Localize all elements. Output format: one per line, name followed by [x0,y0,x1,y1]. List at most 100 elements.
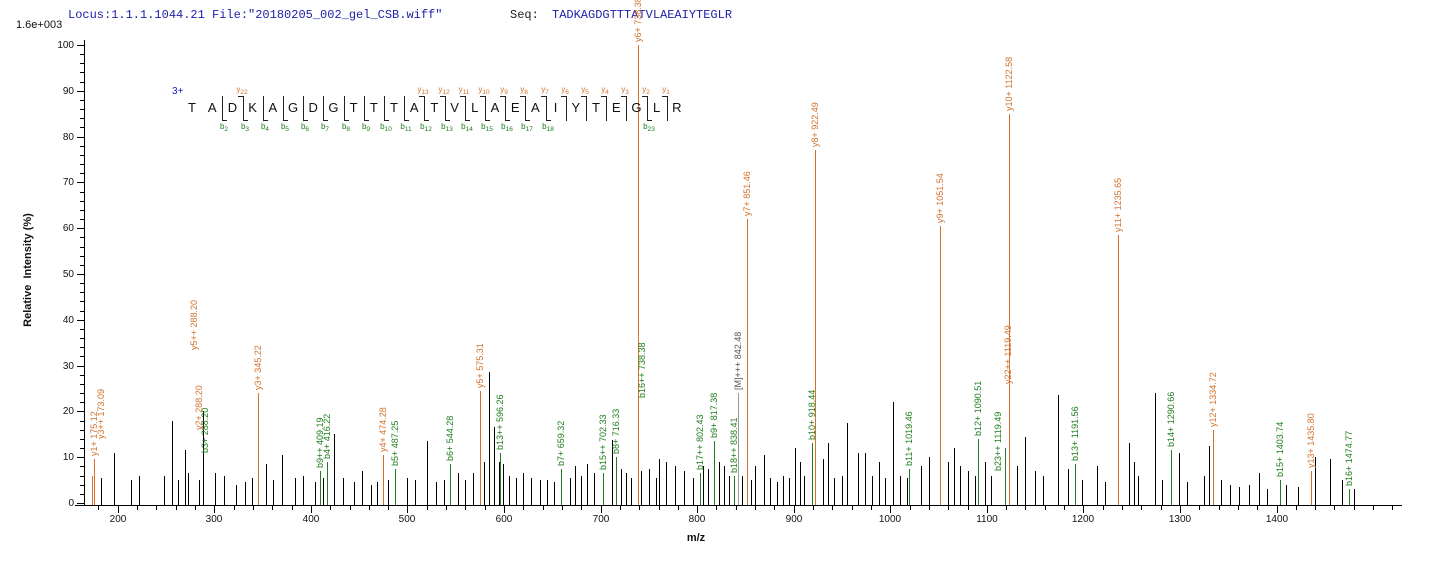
spectrum-peak [626,473,627,505]
spectrum-peak [172,421,173,505]
x-axis-tick [446,506,447,510]
x-axis-tick [214,506,215,513]
spectrum-peak [1017,466,1018,505]
y-ion-label: y11 [455,85,473,96]
spectrum-peak [616,457,617,505]
y-ion-label: y4 [596,85,614,96]
y-axis-tick [80,301,84,302]
spectrum-peak [581,476,582,505]
cleavage-line [404,96,405,121]
x-axis-tick [118,506,119,513]
spectrum-peak [872,476,873,505]
y-axis-tick-label: 20 [62,406,74,417]
spectrum-peak [719,462,720,505]
peak-label: b17++ 802.43 [695,414,705,470]
peak-label: b16+ 1474.77 [1344,430,1354,486]
spectrum-peak [858,453,859,505]
cleavage-line [344,96,345,121]
x-axis-tick [697,506,698,513]
intensity-scale-note: 1.6e+003 [16,19,63,31]
ion-label-text: y [500,85,505,94]
spectrum-peak [968,471,969,505]
spectrum-peak [1058,395,1059,505]
x-axis-tick [1083,506,1084,513]
spectrum-peak [282,455,283,505]
ion-label-text: b [441,122,446,131]
peptide-residue: T [390,100,398,115]
ion-label-text: b [501,122,506,131]
ion-label-text: b [300,122,306,131]
spectrum-peak [708,469,709,505]
spectrum-peak [900,476,901,505]
x-axis-tick [987,506,988,513]
b-ion-arm [263,120,268,121]
spectrum-peak [649,469,650,505]
spectrum-peak [907,478,908,505]
x-axis-tick-label: 1000 [878,514,902,525]
spectrum-peak [1204,476,1205,505]
x-axis-tick-label: 200 [109,514,127,525]
x-axis-tick [311,506,312,513]
spectrum-peak [587,464,588,505]
x-axis-tick [716,506,717,510]
y-axis-tick [80,439,84,440]
b-ion-label: b3 [236,122,254,133]
ion-label-text: 22 [240,89,248,96]
ion-label-text: y [662,85,667,94]
peak-label: y22++ 1119.49 [1003,325,1013,384]
ion-label-text: b [400,122,405,131]
y-axis-tick [80,384,84,385]
x-axis-tick [871,506,872,510]
spectrum-peak [1009,114,1010,505]
spectrum-peak [729,476,730,505]
x-axis-tick [948,506,949,510]
spectrum-peak [948,462,949,505]
peak-label: y10+ 1122.58 [1004,56,1014,111]
cleavage-line [364,96,365,121]
y-axis-tick-label: 100 [57,40,74,51]
y-axis-tick-label: 60 [62,223,74,234]
spectrum-peak [343,478,344,505]
ion-label-text: b [542,122,547,131]
y-axis-tick [80,118,84,119]
spectrum-peak [465,480,466,505]
ion-label-text: 5 [585,89,589,96]
b-ion-label: b6 [296,122,314,133]
b-ion-arm [424,120,429,121]
x-axis-tick [388,506,389,510]
spectrum-peak [561,469,562,505]
ion-label-text: y [561,85,566,94]
spectrum-peak [738,393,739,505]
spectrum-peak [666,462,667,505]
spectrum-peak [638,45,639,505]
ion-label-text: 23 [647,126,655,133]
y-axis-tick-label: 90 [62,86,74,97]
ion-label-text: b [260,122,266,131]
x-axis-tick-label: 1100 [976,514,998,525]
y-ion-label: y8 [515,85,533,96]
x-axis-tick [601,506,602,513]
y-ion-label: y5 [576,85,594,96]
y-axis-tick [80,100,84,101]
b-ion-label: b4 [256,122,274,133]
spectrum-peak [795,448,796,505]
b-ion-arm [647,120,652,121]
ion-label-text: 12 [442,89,450,96]
peak-label: b9+ 817.38 [709,392,719,438]
y-axis-tick [80,247,84,248]
peptide-residue: D [308,100,318,115]
spectrum-peak [828,443,829,505]
spectrum-peak [985,462,986,505]
spectrum-peak [139,476,140,505]
spectrum-peak [714,441,715,505]
spectrum-peak [834,478,835,505]
peak-label: b16++ 738.38 [637,342,647,398]
y-axis-tick [80,375,84,376]
y-axis-tick [77,457,84,458]
y-ion-arm [561,96,566,97]
y-axis-tick [77,366,84,367]
ion-label-text: 8 [524,89,528,96]
y-ion-label: y13 [414,85,432,96]
y-axis-tick [80,292,84,293]
spectrum-peak [747,219,748,505]
